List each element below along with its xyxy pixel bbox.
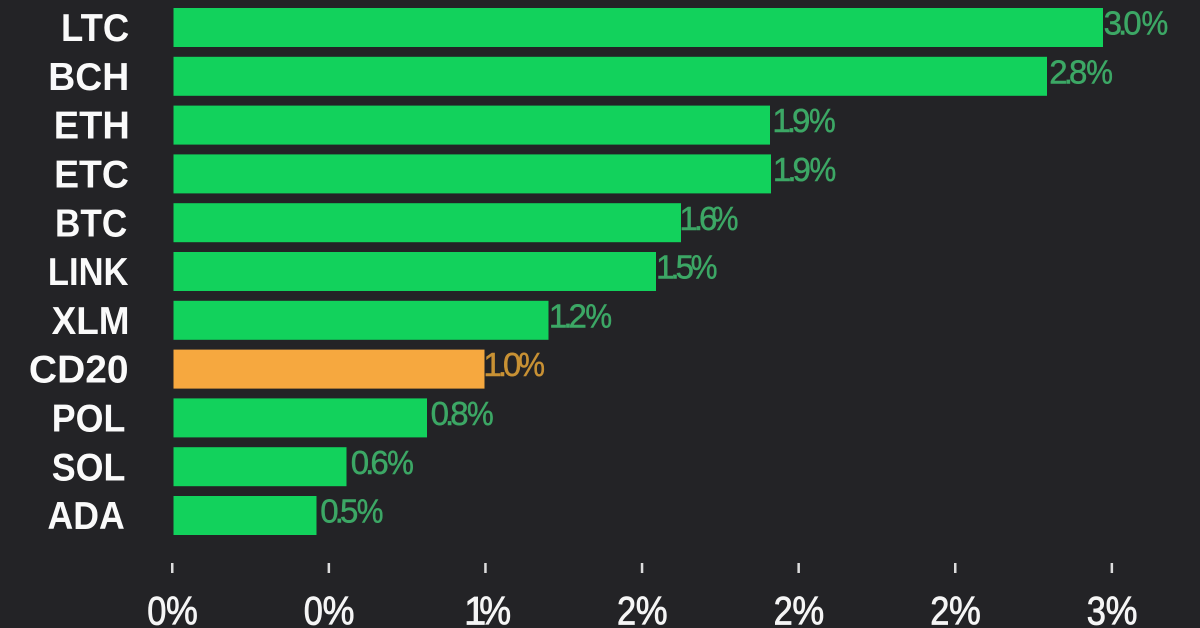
svg-text:%: % bbox=[387, 443, 414, 481]
svg-text:3.0: 3.0 bbox=[1104, 5, 1142, 42]
svg-text:ETH: ETH bbox=[54, 104, 130, 148]
svg-text:ADA: ADA bbox=[48, 494, 125, 538]
svg-text:3: 3 bbox=[1087, 588, 1106, 628]
svg-text:%: % bbox=[357, 492, 384, 530]
svg-text:1.5: 1.5 bbox=[656, 249, 694, 286]
svg-text:%: % bbox=[792, 590, 824, 628]
svg-text:%: % bbox=[1142, 4, 1169, 42]
svg-text:%: % bbox=[809, 102, 836, 140]
svg-text:%: % bbox=[323, 590, 355, 628]
svg-text:%: % bbox=[712, 199, 739, 237]
svg-text:POL: POL bbox=[52, 396, 126, 440]
svg-text:2: 2 bbox=[930, 588, 949, 628]
svg-text:%: % bbox=[691, 248, 718, 286]
svg-text:CD20: CD20 bbox=[29, 349, 129, 392]
svg-text:ETC: ETC bbox=[54, 153, 129, 197]
svg-text:%: % bbox=[585, 297, 612, 335]
svg-text:2: 2 bbox=[617, 588, 636, 628]
svg-text:1.9: 1.9 bbox=[772, 102, 810, 139]
svg-text:BCH: BCH bbox=[48, 55, 129, 99]
svg-text:SOL: SOL bbox=[52, 445, 126, 489]
svg-text:%: % bbox=[166, 590, 198, 628]
svg-text:%: % bbox=[479, 590, 511, 628]
svg-text:1: 1 bbox=[464, 589, 486, 628]
svg-text:0.6: 0.6 bbox=[351, 444, 389, 481]
svg-text:0.8: 0.8 bbox=[431, 395, 469, 432]
svg-text:1.9: 1.9 bbox=[773, 151, 811, 188]
svg-text:0: 0 bbox=[147, 588, 166, 628]
svg-text:1.0: 1.0 bbox=[483, 346, 521, 383]
svg-text:1.6: 1.6 bbox=[679, 200, 717, 237]
svg-text:%: % bbox=[518, 346, 545, 384]
svg-text:XLM: XLM bbox=[52, 300, 130, 343]
svg-text:0.5: 0.5 bbox=[320, 493, 358, 530]
svg-text:%: % bbox=[1106, 590, 1138, 628]
svg-text:%: % bbox=[636, 590, 668, 628]
svg-text:%: % bbox=[467, 395, 494, 433]
svg-text:1.2: 1.2 bbox=[549, 297, 587, 334]
svg-text:2.8: 2.8 bbox=[1049, 53, 1087, 90]
svg-text:LTC: LTC bbox=[61, 6, 129, 49]
svg-text:BTC: BTC bbox=[55, 201, 127, 245]
svg-text:%: % bbox=[949, 590, 981, 628]
svg-text:LINK: LINK bbox=[48, 250, 129, 293]
svg-text:%: % bbox=[810, 151, 837, 189]
svg-text:0: 0 bbox=[304, 588, 323, 628]
svg-text:2: 2 bbox=[774, 588, 793, 628]
svg-text:%: % bbox=[1086, 53, 1113, 91]
